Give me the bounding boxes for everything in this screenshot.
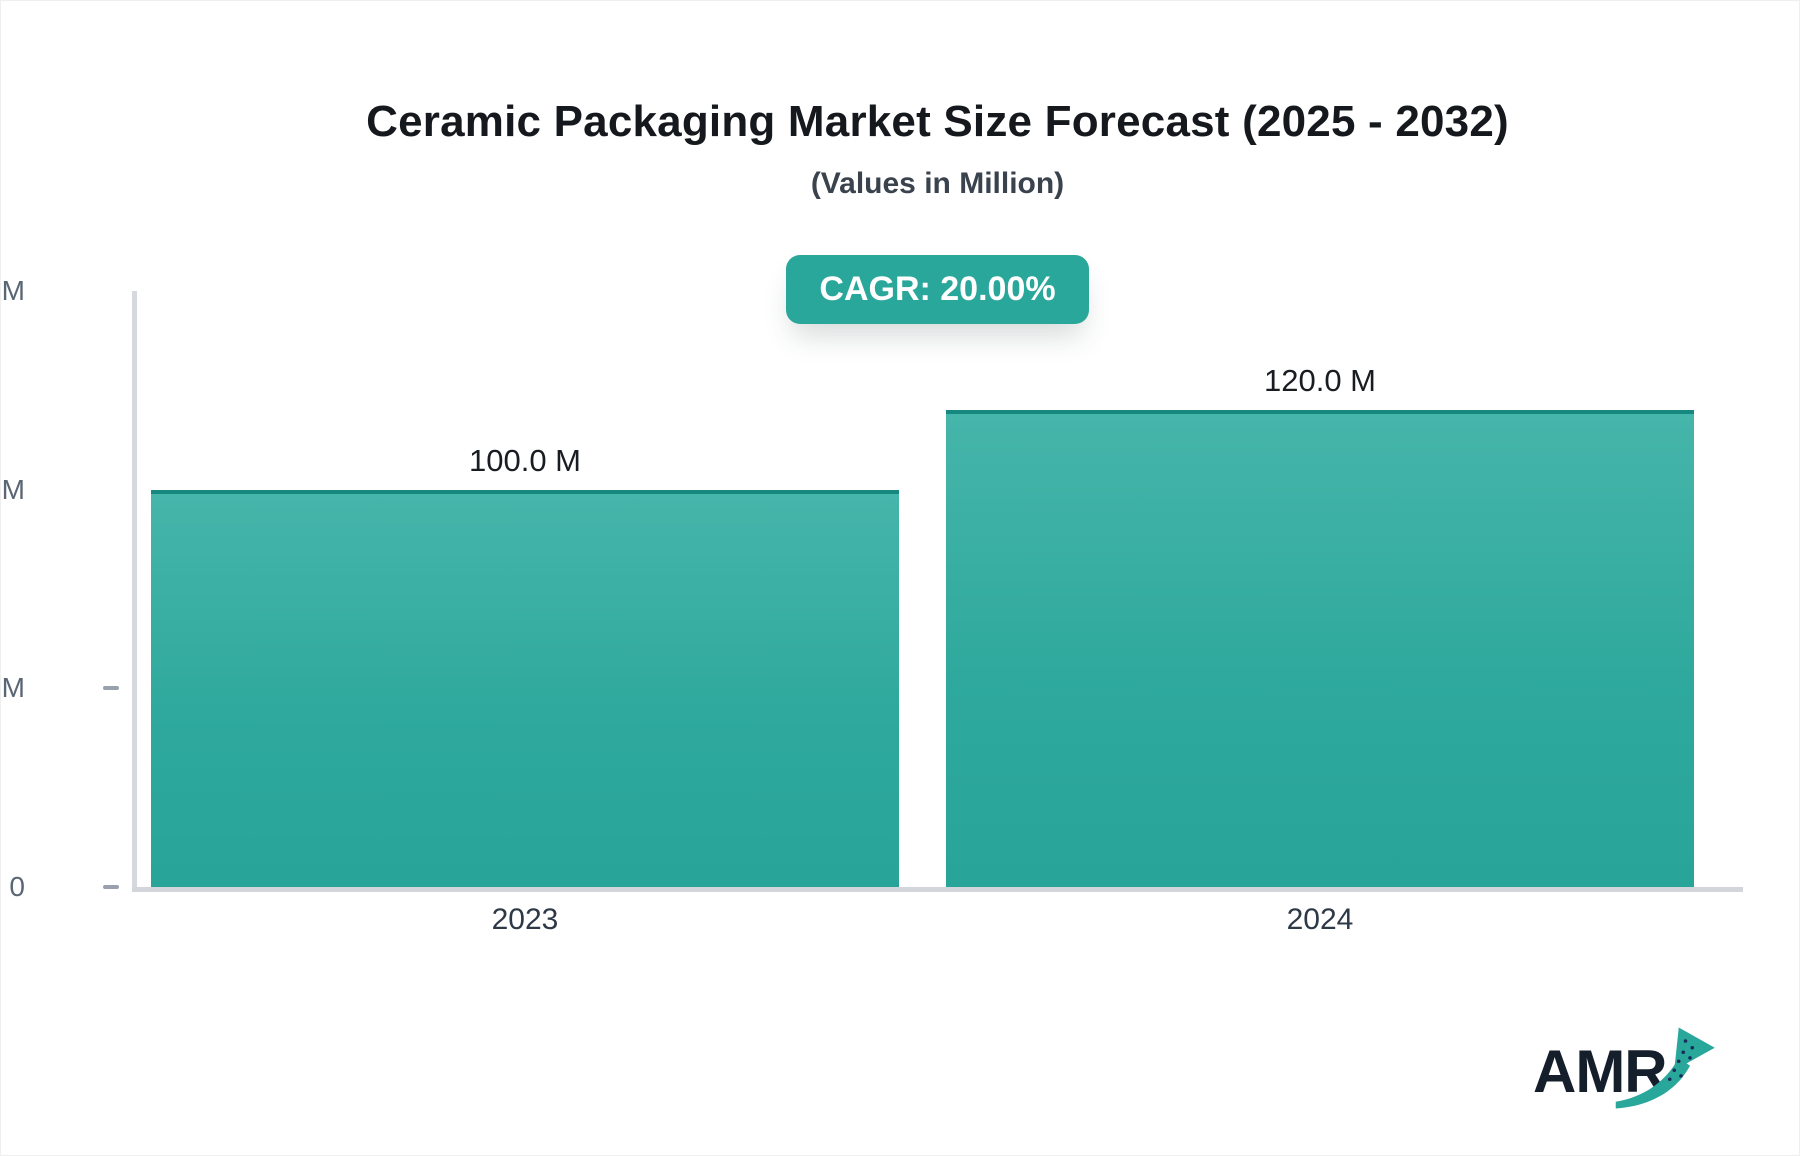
x-tick-label-2023: 2023 <box>491 903 559 936</box>
y-tick-label-50: 50.0M <box>1 672 25 704</box>
cagr-badge: CAGR: 20.00% <box>786 255 1089 324</box>
cagr-badge-wrapper: CAGR: 20.00% <box>132 255 1743 324</box>
plot-area: 150.0M 100.0M 50.0M 0 100.0 M 120.0 M 20… <box>1 275 1743 936</box>
bar-2024[interactable] <box>946 410 1694 887</box>
y-tick-label-0: 0 <box>9 871 25 902</box>
bar-group: 120.0 M <box>946 363 1694 887</box>
y-tick-mark-0 <box>103 885 119 889</box>
y-tick-label-100: 100.0M <box>1 473 25 505</box>
chart-title: Ceramic Packaging Market Size Forecast (… <box>366 97 1509 146</box>
bar-value-label-2024: 120.0 M <box>1263 363 1376 399</box>
x-axis-line <box>132 887 1743 892</box>
y-tick-label-150: 150.0M <box>1 275 25 306</box>
chart-subtitle: (Values in Million) <box>810 167 1065 200</box>
amr-logo: AMR <box>1529 1023 1729 1113</box>
bar-value-label-2023: 100.0 M <box>468 442 581 478</box>
x-tick-label-2024: 2024 <box>1286 903 1354 936</box>
bar-group: 100.0 M <box>151 443 899 887</box>
y-axis-line <box>132 291 137 887</box>
growth-arrow-icon <box>1615 1027 1715 1109</box>
y-tick-mark-50 <box>103 686 119 691</box>
bar-2023[interactable] <box>151 489 899 887</box>
